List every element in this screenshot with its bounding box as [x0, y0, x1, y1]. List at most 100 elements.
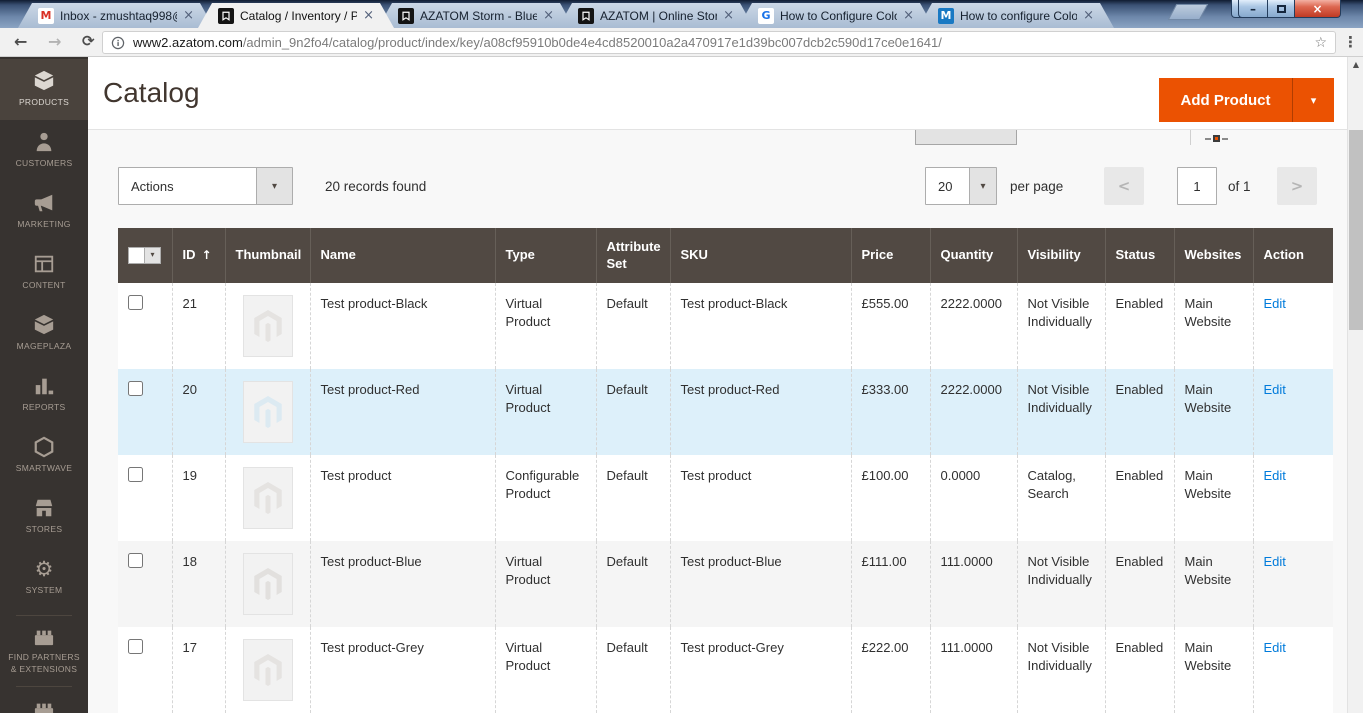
select-all-dropdown-icon[interactable]: ▾ — [145, 247, 161, 264]
previous-page-button[interactable]: < — [1104, 167, 1144, 205]
column-header-status[interactable]: Status — [1104, 228, 1174, 283]
row-checkbox[interactable] — [128, 639, 143, 654]
browser-tab-strip: M Inbox - zmushtaq998@g × Catalog / Inve… — [18, 3, 1098, 28]
layout-icon — [34, 256, 54, 273]
tab-close-icon[interactable]: × — [543, 8, 554, 23]
cell-type: Configurable Product — [494, 455, 596, 541]
sort-ascending-icon: ↑ — [201, 248, 212, 263]
hexagon-icon — [34, 436, 54, 458]
edit-link[interactable]: Edit — [1263, 468, 1286, 483]
url-text: www2.azatom.com/admin_9n2fo4/catalog/pro… — [133, 35, 942, 50]
column-header-name[interactable]: Name — [309, 228, 495, 283]
tab-close-icon[interactable]: × — [723, 8, 734, 23]
tab-azatom-store[interactable]: AZATOM | Online Store × — [558, 3, 754, 28]
tab-close-icon[interactable]: × — [1083, 8, 1094, 23]
table-row-highlighted: 20 Test product-Red Virtual Product Defa… — [118, 369, 1333, 455]
page-number-input[interactable] — [1177, 167, 1217, 205]
tab-catalog-active[interactable]: Catalog / Inventory / Pro × — [198, 3, 394, 28]
tab-close-icon[interactable]: × — [183, 8, 194, 23]
product-thumbnail — [242, 295, 293, 357]
edit-link[interactable]: Edit — [1263, 296, 1286, 311]
cell-attribute-set: Default — [595, 283, 670, 369]
bookmark-star-icon[interactable]: ☆ — [1314, 34, 1327, 51]
select-all-checkbox[interactable] — [128, 247, 145, 264]
cell-status: Enabled — [1104, 283, 1174, 369]
sidebar-item-reports[interactable]: REPORTS — [0, 364, 88, 425]
tab-google-search[interactable]: G How to Configure Color × — [738, 3, 934, 28]
sidebar-item-find-partners[interactable]: FIND PARTNERS & EXTENSIONS — [0, 623, 88, 679]
scrollbar-thumb[interactable] — [1349, 130, 1363, 330]
column-header-attribute-set[interactable]: Attribute Set — [595, 228, 670, 283]
select-all-control[interactable]: ▾ — [128, 247, 161, 264]
cell-visibility: Not Visible Individually — [1016, 627, 1105, 713]
cell-attribute-set: Default — [595, 455, 670, 541]
actions-dropdown[interactable]: Actions ▾ — [118, 167, 293, 205]
column-header-type[interactable]: Type — [494, 228, 596, 283]
magento-docs-icon: M — [938, 8, 954, 24]
column-header-thumbnail[interactable]: Thumbnail — [224, 228, 310, 283]
sidebar-item-marketing[interactable]: MARKETING — [0, 181, 88, 242]
cell-status: Enabled — [1104, 541, 1174, 627]
bar-chart-icon — [35, 378, 54, 395]
tab-close-icon[interactable]: × — [903, 8, 914, 23]
per-page-label: per page — [1010, 179, 1064, 194]
column-header-websites[interactable]: Websites — [1173, 228, 1253, 283]
column-header-action: Action — [1252, 228, 1333, 283]
cell-name: Test product — [309, 455, 495, 541]
forward-button[interactable]: → — [48, 32, 62, 51]
row-checkbox[interactable] — [128, 381, 143, 396]
sidebar-item-stores[interactable]: STORES — [0, 486, 88, 547]
product-thumbnail — [242, 553, 293, 615]
page-size-dropdown[interactable]: 20 ▾ — [925, 167, 997, 205]
sidebar-item-system[interactable]: ⚙ SYSTEM — [25, 557, 63, 596]
row-checkbox[interactable] — [128, 467, 143, 482]
next-page-button[interactable]: > — [1277, 167, 1317, 205]
tab-gmail-inbox[interactable]: M Inbox - zmushtaq998@g × — [18, 3, 214, 28]
tab-magento-docs[interactable]: M How to configure Color S × — [918, 3, 1114, 28]
cell-sku: Test product-Blue — [669, 541, 851, 627]
magento-logo-icon — [253, 654, 282, 686]
cell-sku: Test product — [669, 455, 851, 541]
column-header-price[interactable]: Price — [850, 228, 930, 283]
column-header-id[interactable]: ID ↑ — [171, 228, 225, 283]
store-icon — [35, 500, 53, 517]
sidebar-item-smartwave[interactable]: SMARTWAVE — [0, 425, 88, 486]
reload-button[interactable]: ⟳ — [82, 32, 95, 50]
tab-title: How to configure Color S — [960, 8, 1078, 23]
cell-visibility: Not Visible Individually — [1016, 541, 1105, 627]
sidebar-item-customers[interactable]: CUSTOMERS — [0, 120, 88, 181]
cell-price: £555.00 — [850, 283, 930, 369]
cell-websites: Main Website — [1173, 283, 1253, 369]
row-checkbox[interactable] — [128, 295, 143, 310]
window-controls: – × — [1238, 0, 1341, 18]
cell-attribute-set: Default — [595, 627, 670, 713]
back-button[interactable]: ← — [14, 32, 28, 51]
tab-azatom-storm[interactable]: AZATOM Storm - Blueto × — [378, 3, 574, 28]
cell-name: Test product-Grey — [309, 627, 495, 713]
minimize-button[interactable]: – — [1238, 0, 1267, 18]
tab-title: AZATOM Storm - Blueto — [420, 8, 538, 23]
cell-type: Virtual Product — [494, 541, 596, 627]
row-checkbox[interactable] — [128, 553, 143, 568]
column-header-quantity[interactable]: Quantity — [929, 228, 1017, 283]
browser-menu-icon[interactable]: ⋮ — [1343, 33, 1358, 51]
sidebar-item-partial[interactable] — [0, 694, 88, 713]
page-scrollbar[interactable]: ▲ — [1347, 57, 1363, 713]
column-header-visibility[interactable]: Visibility — [1016, 228, 1105, 283]
edit-link[interactable]: Edit — [1263, 640, 1286, 655]
close-button[interactable]: × — [1294, 0, 1341, 18]
sidebar-item-products[interactable]: PRODUCTS — [0, 59, 88, 120]
sidebar-item-mageplaza[interactable]: MAGEPLAZA — [0, 303, 88, 364]
column-header-sku[interactable]: SKU — [669, 228, 851, 283]
edit-link[interactable]: Edit — [1263, 382, 1286, 397]
maximize-button[interactable] — [1267, 0, 1294, 18]
tab-close-icon[interactable]: × — [363, 8, 374, 23]
cutoff-divider — [1190, 130, 1191, 145]
sidebar-item-content[interactable]: CONTENT — [0, 242, 88, 303]
edit-link[interactable]: Edit — [1263, 554, 1286, 569]
scroll-up-icon[interactable]: ▲ — [1352, 60, 1360, 69]
add-product-dropdown[interactable]: ▾ — [1292, 78, 1334, 122]
address-bar[interactable]: www2.azatom.com/admin_9n2fo4/catalog/pro… — [102, 31, 1336, 54]
add-product-button[interactable]: Add Product ▾ — [1159, 78, 1334, 122]
new-tab-button[interactable] — [1167, 4, 1209, 20]
